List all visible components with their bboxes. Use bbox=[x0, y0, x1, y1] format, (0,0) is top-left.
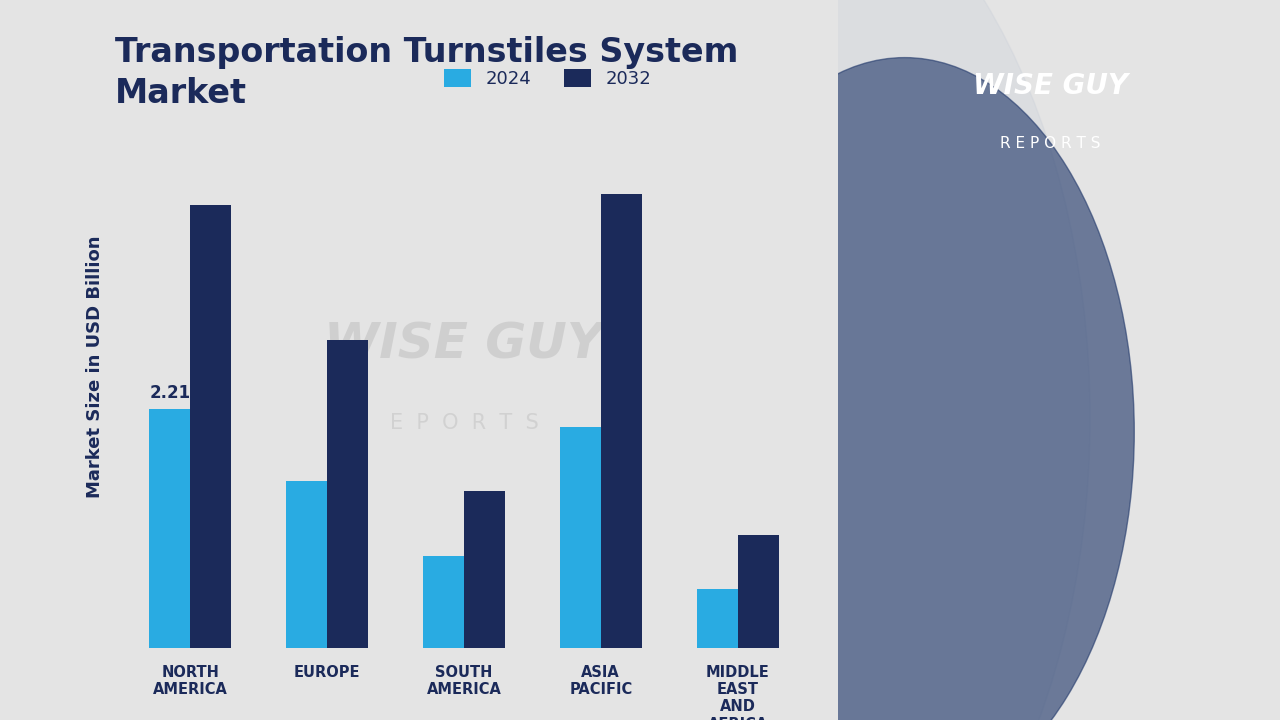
Bar bbox=[465, 491, 506, 648]
Circle shape bbox=[675, 58, 1134, 720]
Bar bbox=[600, 194, 641, 648]
Bar bbox=[737, 534, 778, 648]
Text: R E P O R T S: R E P O R T S bbox=[1000, 137, 1101, 151]
Bar bbox=[559, 426, 600, 648]
Text: WISE GUY: WISE GUY bbox=[973, 73, 1128, 100]
Bar bbox=[150, 409, 191, 648]
Bar bbox=[287, 481, 328, 648]
Text: Transportation Turnstiles System
Market: Transportation Turnstiles System Market bbox=[115, 36, 739, 109]
Legend: 2024, 2032: 2024, 2032 bbox=[436, 62, 658, 96]
Text: E  P  O  R  T  S: E P O R T S bbox=[389, 413, 539, 433]
Bar bbox=[191, 205, 232, 648]
Bar bbox=[422, 556, 465, 648]
Y-axis label: Market Size in USD Billion: Market Size in USD Billion bbox=[86, 236, 104, 498]
Circle shape bbox=[366, 0, 1091, 720]
Text: 2.21: 2.21 bbox=[150, 384, 191, 402]
Bar bbox=[328, 340, 369, 648]
Bar bbox=[696, 589, 737, 648]
Text: WISE GUY: WISE GUY bbox=[324, 320, 604, 369]
